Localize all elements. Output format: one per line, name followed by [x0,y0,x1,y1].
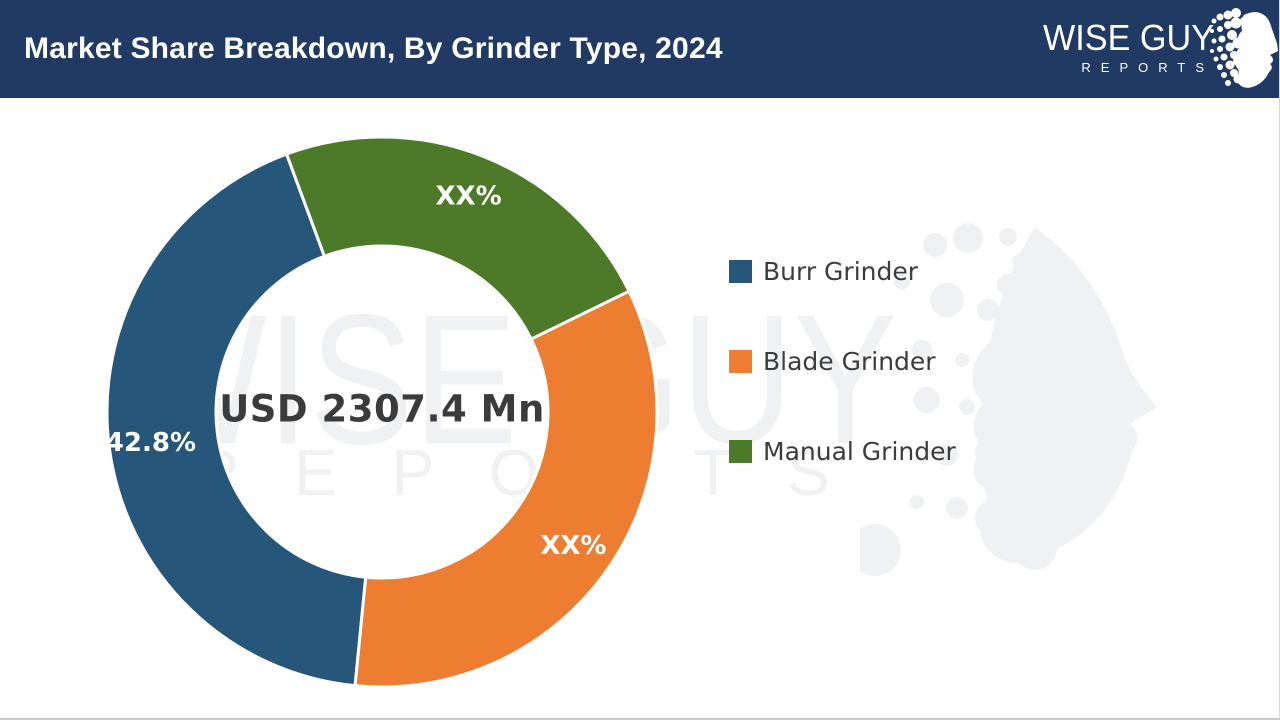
legend-label: Burr Grinder [763,257,919,286]
slice-value-label: 42.8% [106,428,196,458]
legend-item-blade-grinder: Blade Grinder [729,346,956,377]
legend-swatch [729,350,752,373]
donut-chart: 42.8% XX% XX% [105,135,659,689]
page-title: Market Share Breakdown, By Grinder Type,… [24,32,723,65]
slice-value-label: XX% [436,182,502,212]
logo-wordmark: WISE GUY [1042,17,1214,58]
chart-center-value: USD 2307.4 Mn [219,387,545,431]
watermark-wordmark: WISE GUY [120,277,898,483]
logo-face-dots-icon [1210,8,1278,88]
watermark-face-dots-icon [860,223,1157,576]
legend-label: Blade Grinder [763,347,936,376]
legend-swatch [729,440,752,463]
legend-swatch [729,260,752,283]
legend-item-manual-grinder: Manual Grinder [729,436,956,467]
donut-segment [285,135,631,341]
donut-segment [105,152,368,688]
chart-legend: Burr Grinder Blade Grinder Manual Grinde… [729,256,956,467]
slice-value-label: XX% [540,531,606,561]
logo-reports-text: REPORTS [1081,60,1214,75]
legend-label: Manual Grinder [763,437,956,466]
header-bar: Market Share Breakdown, By Grinder Type,… [0,0,1279,98]
legend-item-burr-grinder: Burr Grinder [729,256,956,287]
watermark-reports-text: REPORTS [193,440,884,505]
donut-segment [353,289,659,689]
logo-text: WISE GUY REPORTS [1034,17,1214,76]
wise-guy-reports-logo: WISE GUY REPORTS [1020,0,1279,98]
